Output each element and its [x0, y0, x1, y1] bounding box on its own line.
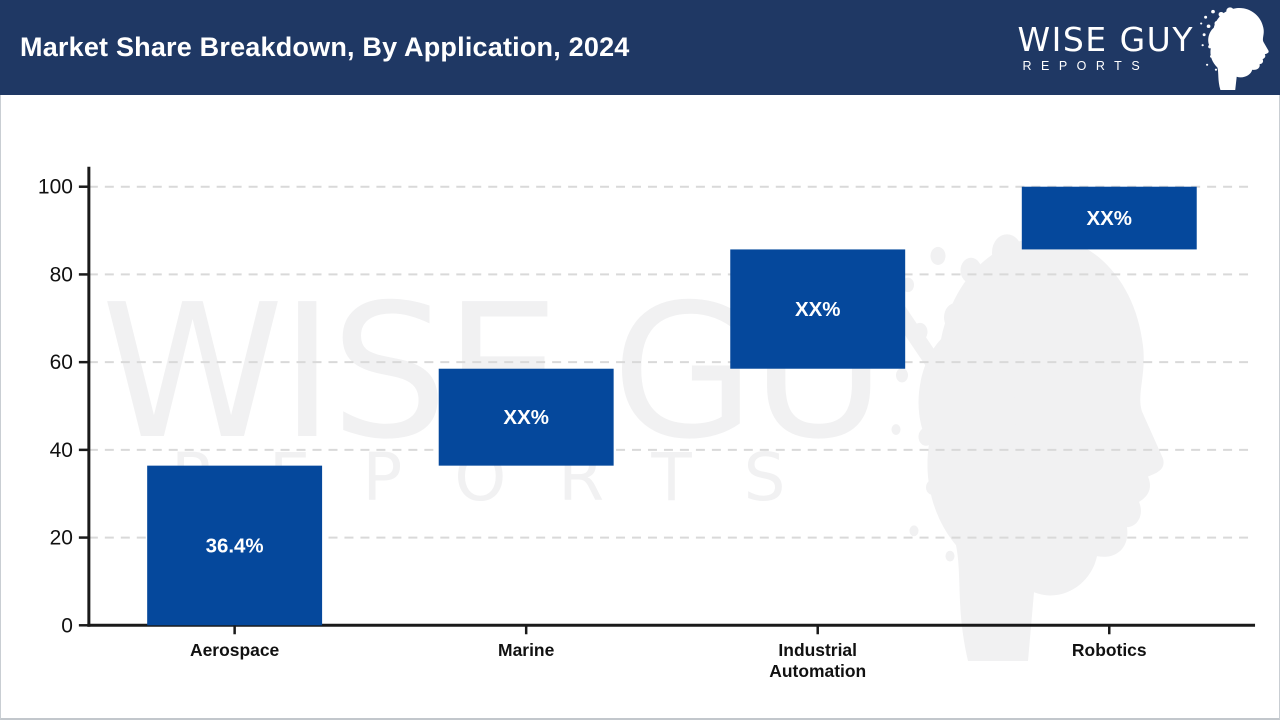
- bar-value-label: XX%: [1087, 207, 1132, 230]
- logo-wordmark-text: WISE GUY: [1017, 19, 1194, 59]
- logo-subtext: REPORTS: [1022, 58, 1150, 73]
- logo-head-icon: [1200, 6, 1269, 90]
- bar-value-label: XX%: [503, 406, 548, 429]
- x-axis-category-label: Robotics: [1072, 640, 1147, 660]
- bar-robotics: [1021, 186, 1197, 250]
- y-tick-label: 80: [50, 263, 73, 286]
- y-tick-label: 40: [50, 439, 73, 462]
- y-tick-label: 100: [38, 176, 73, 199]
- y-tick-label: 0: [61, 614, 73, 637]
- bar-value-label: 36.4%: [206, 534, 264, 557]
- bar-industrial-automation: [730, 249, 906, 369]
- x-axis-category-label: Automation: [769, 661, 866, 681]
- page-title: Market Share Breakdown, By Application, …: [20, 32, 630, 62]
- logo-wordmark: WISE GUY REPORTS: [1017, 23, 1194, 73]
- x-axis-category-label: Marine: [498, 640, 555, 660]
- y-tick-label: 20: [50, 527, 73, 550]
- x-axis-category-label: Industrial: [778, 640, 857, 660]
- bar-value-label: XX%: [795, 298, 840, 321]
- bar-aerospace: [147, 465, 323, 626]
- logo: WISE GUY REPORTS: [1017, 6, 1270, 90]
- y-tick-label: 60: [50, 351, 73, 374]
- bar-marine: [438, 368, 614, 466]
- waterfall-chart: 0 20 40 60 80 100 36.4% Aerospace XX% Marine XX% In…: [38, 166, 1256, 681]
- header: Market Share Breakdown, By Application, …: [0, 0, 1280, 95]
- x-axis-category-label: Aerospace: [190, 640, 280, 660]
- chart-area: WISE GUY REPORTS 0 20 40 60 80 100 36.4% Aerosp…: [0, 95, 1280, 720]
